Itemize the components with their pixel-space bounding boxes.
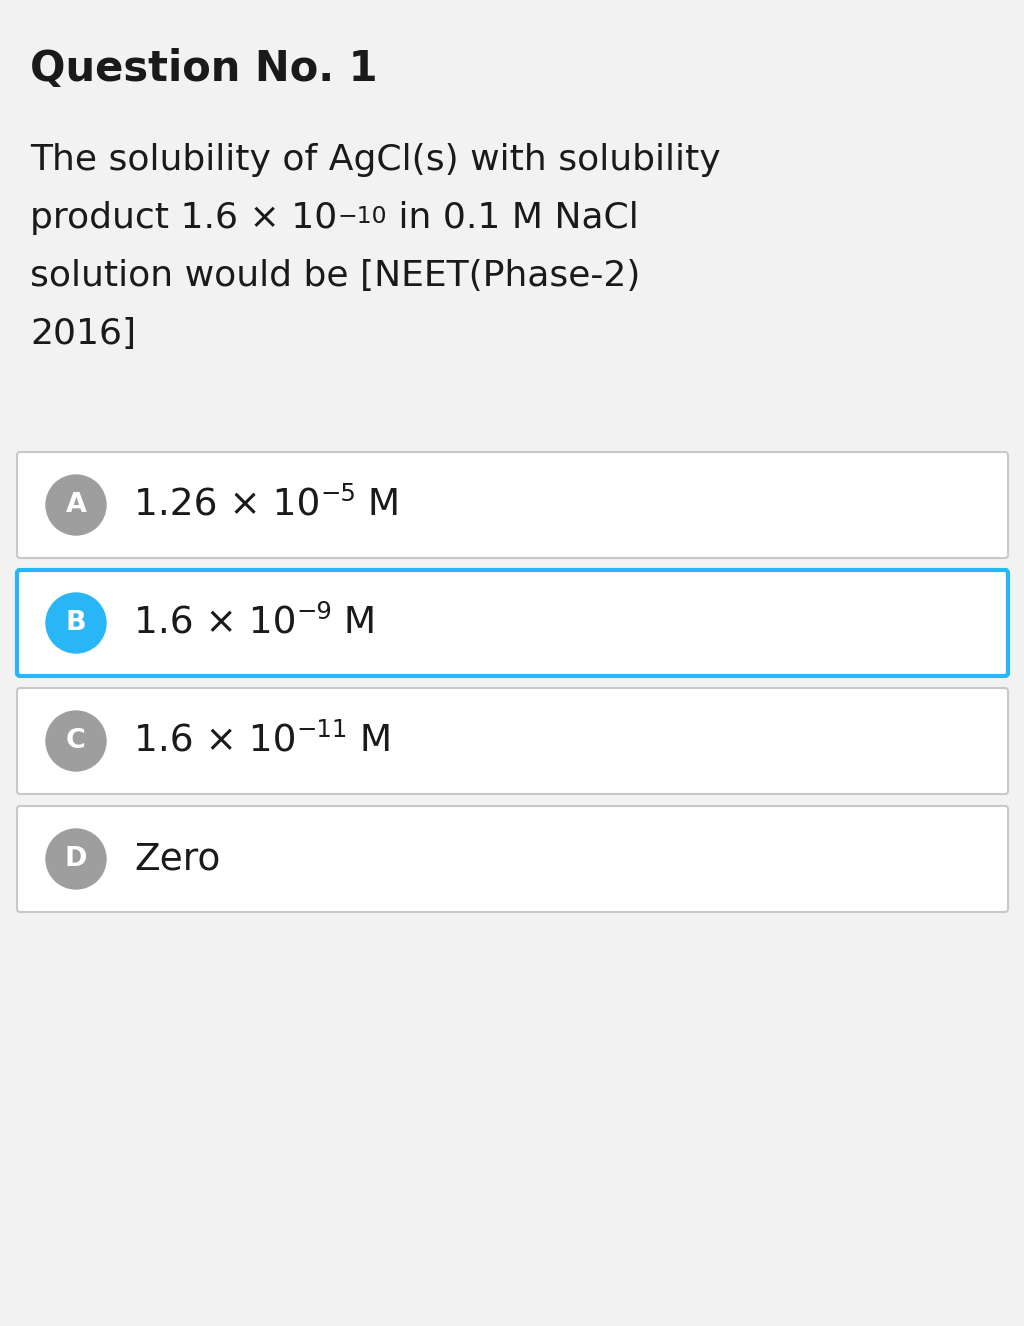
Text: D: D <box>65 846 87 873</box>
Text: Zero: Zero <box>134 841 220 876</box>
Text: Question No. 1: Question No. 1 <box>30 48 378 90</box>
Text: −10: −10 <box>337 206 387 228</box>
Text: The solubility of AgCl(s) with solubility: The solubility of AgCl(s) with solubilit… <box>30 143 721 176</box>
Text: M: M <box>348 723 392 758</box>
Text: M: M <box>333 605 377 640</box>
Text: 2016]: 2016] <box>30 317 136 351</box>
FancyBboxPatch shape <box>17 806 1008 912</box>
Text: solution would be [NEET(Phase-2): solution would be [NEET(Phase-2) <box>30 259 640 293</box>
Text: −9: −9 <box>297 599 333 623</box>
Circle shape <box>46 829 106 888</box>
Text: in 0.1 M NaCl: in 0.1 M NaCl <box>387 202 639 235</box>
Circle shape <box>46 475 106 534</box>
Circle shape <box>46 711 106 770</box>
Text: A: A <box>66 492 86 518</box>
Text: C: C <box>67 728 86 754</box>
FancyBboxPatch shape <box>17 452 1008 558</box>
Text: 1.6 × 10: 1.6 × 10 <box>134 605 297 640</box>
Text: product 1.6 × 10: product 1.6 × 10 <box>30 202 337 235</box>
Text: −11: −11 <box>297 717 348 741</box>
Text: M: M <box>356 487 400 522</box>
Text: −5: −5 <box>321 481 356 505</box>
FancyBboxPatch shape <box>17 570 1008 676</box>
FancyBboxPatch shape <box>17 688 1008 794</box>
Text: B: B <box>66 610 86 636</box>
Text: 1.26 × 10: 1.26 × 10 <box>134 487 321 522</box>
Text: 1.6 × 10: 1.6 × 10 <box>134 723 297 758</box>
Circle shape <box>46 593 106 652</box>
